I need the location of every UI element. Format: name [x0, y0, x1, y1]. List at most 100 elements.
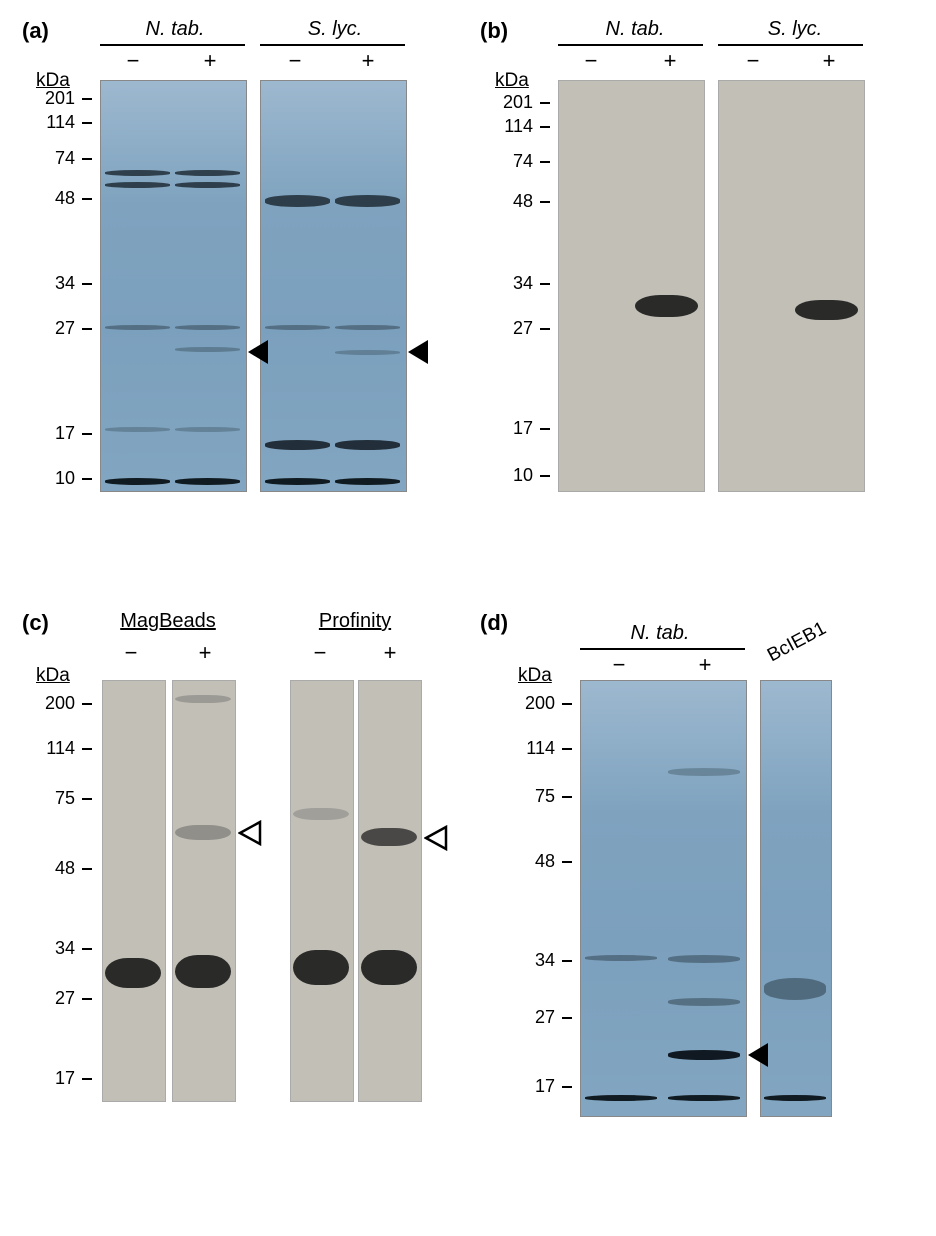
- gel-band: [668, 1095, 740, 1101]
- panel-d-mw-0: 200: [520, 693, 555, 714]
- blot-band: [635, 295, 698, 317]
- tick-icon: [540, 201, 550, 203]
- tick-icon: [82, 868, 92, 870]
- gel-band: [265, 195, 330, 207]
- gel-band: [764, 1095, 826, 1101]
- tick-icon: [82, 198, 92, 200]
- panel-b-species2: S. lyc.: [735, 18, 855, 41]
- panel-c-cond-2: −: [305, 640, 335, 666]
- panel-c-cond-3: +: [375, 640, 405, 666]
- panel-a-cond-1: +: [195, 48, 225, 74]
- tick-icon: [540, 428, 550, 430]
- panel-b-mw-5: 27: [498, 318, 533, 339]
- gel-band: [175, 427, 240, 432]
- panel-a-mw-5: 27: [40, 318, 75, 339]
- panel-b-kda-label: kDa: [495, 70, 529, 92]
- panel-d-bcieb1-label: BcIEB1: [764, 615, 836, 667]
- panel-c-cond-0: −: [116, 640, 146, 666]
- panel-c-mw-6: 17: [40, 1068, 75, 1089]
- panel-a-mw-4: 34: [40, 273, 75, 294]
- panel-d-kda-label: kDa: [518, 665, 552, 687]
- panel-d-lane-0: −: [604, 652, 634, 678]
- tick-icon: [82, 798, 92, 800]
- panel-b-cond-2: −: [738, 48, 768, 74]
- panel-d-mw-4: 34: [520, 950, 555, 971]
- tick-icon: [562, 1086, 572, 1088]
- panel-c-mw-4: 34: [40, 938, 75, 959]
- gel-band: [175, 170, 240, 176]
- panel-b-mw-7: 10: [498, 465, 533, 486]
- panel-a-cond-3: +: [353, 48, 383, 74]
- tick-icon: [540, 102, 550, 104]
- gel-band: [175, 182, 240, 188]
- gel-band: [335, 478, 400, 485]
- panel-d-label: (d): [480, 610, 508, 636]
- gel-band: [585, 955, 657, 961]
- panel-c-blot-pf-minus: [290, 680, 354, 1102]
- tick-icon: [562, 861, 572, 863]
- gel-band: [585, 1095, 657, 1101]
- gel-band: [265, 440, 330, 450]
- panel-d-gel-bcieb1: [760, 680, 832, 1117]
- panel-c-mw-5: 27: [40, 988, 75, 1009]
- tick-icon: [82, 98, 92, 100]
- panel-a-species2-underline: [260, 44, 405, 46]
- panel-c-mw-3: 48: [40, 858, 75, 879]
- gel-band: [764, 978, 826, 1000]
- gel-band: [175, 478, 240, 485]
- gel-band: [335, 325, 400, 330]
- tick-icon: [562, 1017, 572, 1019]
- tick-icon: [82, 122, 92, 124]
- panel-a-mw-1: 114: [40, 112, 75, 133]
- panel-c-method2: Profinity: [300, 610, 410, 633]
- panel-b-cond-0: −: [576, 48, 606, 74]
- panel-a-mw-2: 74: [40, 148, 75, 169]
- panel-c-blot-mb-minus: [102, 680, 166, 1102]
- panel-b-mw-2: 74: [498, 151, 533, 172]
- panel-b-species1: N. tab.: [575, 18, 695, 41]
- gel-band: [175, 325, 240, 330]
- tick-icon: [562, 960, 572, 962]
- panel-a-mw-7: 10: [40, 468, 75, 489]
- gel-band: [668, 955, 740, 963]
- panel-c-label: (c): [22, 610, 49, 636]
- panel-c-kda-label: kDa: [36, 665, 70, 687]
- panel-b-mw-0: 201: [498, 92, 533, 113]
- tick-icon: [82, 998, 92, 1000]
- tick-icon: [562, 796, 572, 798]
- panel-a-mw-6: 17: [40, 423, 75, 444]
- gel-band: [105, 478, 170, 485]
- gel-band: [668, 998, 740, 1006]
- blot-band: [361, 950, 417, 985]
- panel-d-mw-6: 17: [520, 1076, 555, 1097]
- gel-band: [265, 478, 330, 485]
- gel-band: [668, 768, 740, 776]
- panel-d-mw-1: 114: [520, 738, 555, 759]
- panel-b-mw-4: 34: [498, 273, 533, 294]
- panel-c-mw-0: 200: [40, 693, 75, 714]
- tick-icon: [82, 748, 92, 750]
- blot-band: [105, 958, 161, 988]
- tick-icon: [82, 1078, 92, 1080]
- panel-b-blot-ntab: [558, 80, 705, 492]
- panel-b-label: (b): [480, 18, 508, 44]
- panel-b-cond-3: +: [814, 48, 844, 74]
- tick-icon: [540, 161, 550, 163]
- blot-band: [293, 808, 349, 820]
- tick-icon: [540, 283, 550, 285]
- panel-a-species1-underline: [100, 44, 245, 46]
- panel-c-mw-1: 114: [40, 738, 75, 759]
- panel-d-mw-5: 27: [520, 1007, 555, 1028]
- gel-band: [105, 325, 170, 330]
- gel-band: [105, 182, 170, 188]
- panel-c-mw-2: 75: [40, 788, 75, 809]
- panel-b-blot-slyc: [718, 80, 865, 492]
- panel-b-species2-underline: [718, 44, 863, 46]
- blot-band: [293, 950, 349, 985]
- tick-icon: [82, 328, 92, 330]
- panel-b-cond-1: +: [655, 48, 685, 74]
- gel-band: [335, 350, 400, 355]
- panel-d-species1-underline: [580, 648, 745, 650]
- panel-d-species1: N. tab.: [600, 622, 720, 645]
- panel-a-cond-2: −: [280, 48, 310, 74]
